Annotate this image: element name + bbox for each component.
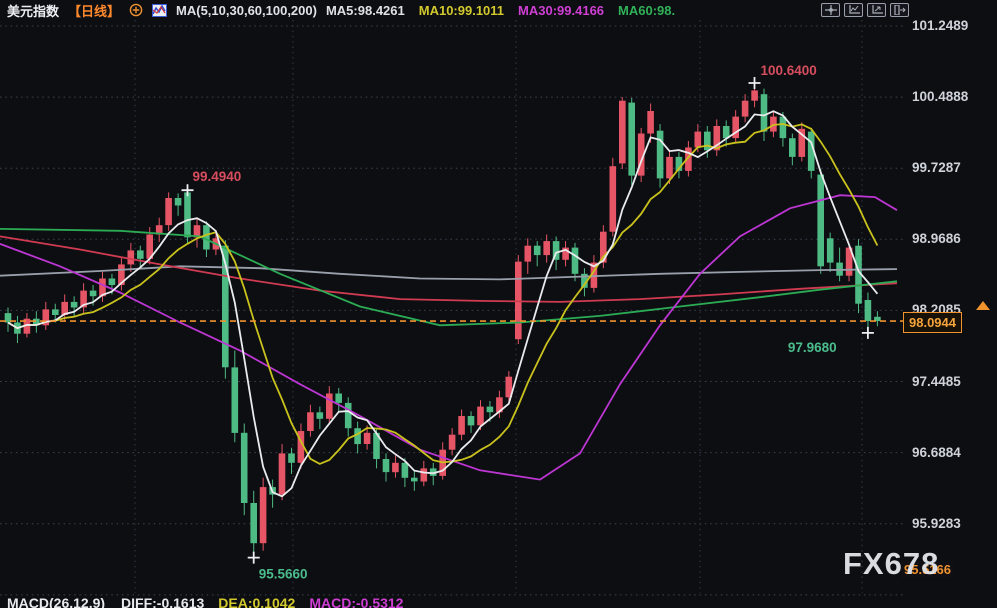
low-price-tag: 95.5166	[901, 561, 954, 578]
macd-values: DIFF:-0.1613 DEA:0.1042 MACD:-0.5312	[121, 595, 403, 608]
price-axis-label-0: 101.2489	[912, 18, 969, 33]
price-axis-label-6: 96.6884	[912, 445, 961, 460]
ma-settings-label: MA(5,10,30,60,100,200)	[176, 2, 317, 18]
macd-indicator-row: MACD(26,12,9) DIFF:-0.1613 DEA:0.1042 MACD…	[7, 595, 403, 608]
axis-scale-icon[interactable]	[844, 3, 863, 17]
watermark: FX678	[843, 546, 940, 581]
svg-text:99.4940: 99.4940	[193, 169, 242, 184]
ma-value-0: MA5:98.4261	[325, 2, 405, 18]
chart-toolbar	[821, 3, 909, 17]
price-axis-label-1: 100.4888	[912, 89, 969, 104]
crosshair-icon[interactable]	[821, 3, 840, 17]
price-axis-label-2: 99.7287	[912, 160, 961, 175]
chart-header: 美元指数 【日线】 MA(5,10,30,60,100,200) MA5:98.…	[7, 2, 675, 19]
ma-value-1: MA10:99.1011	[418, 2, 505, 18]
period-label: 【日线】	[68, 3, 121, 19]
price-axis-label-3: 98.9686	[912, 231, 961, 246]
svg-text:97.9680: 97.9680	[788, 340, 837, 355]
ma-value-3: MA60:98.	[618, 2, 676, 18]
macd-value-1: DEA:0.1042	[218, 595, 296, 608]
axis-scroll-up-arrow[interactable]	[976, 301, 990, 310]
price-axis-label-7: 95.9283	[912, 516, 961, 531]
symbol-title: 美元指数	[7, 3, 60, 19]
candlestick-chart-icon[interactable]	[152, 3, 168, 17]
current-price-tag: 98.0944	[903, 312, 962, 333]
ma-values: MA5:98.4261 MA10:99.1011 MA30:99.4166 MA60:…	[326, 3, 675, 18]
macd-value-2: MACD:-0.5312	[309, 595, 404, 608]
axis-zoom-icon[interactable]	[867, 3, 886, 17]
exit-chart-icon[interactable]	[890, 3, 909, 17]
macd-title: MACD(26,12,9)	[7, 595, 106, 608]
ma-value-2: MA30:99.4166	[518, 2, 605, 18]
svg-text:100.6400: 100.6400	[761, 63, 817, 78]
current-price-value: 98.0944	[909, 315, 956, 330]
circle-plus-icon[interactable]	[129, 3, 143, 17]
svg-text:95.5660: 95.5660	[259, 567, 308, 582]
macd-value-0: DIFF:-0.1613	[121, 595, 205, 608]
price-axis-label-5: 97.4485	[912, 374, 961, 389]
